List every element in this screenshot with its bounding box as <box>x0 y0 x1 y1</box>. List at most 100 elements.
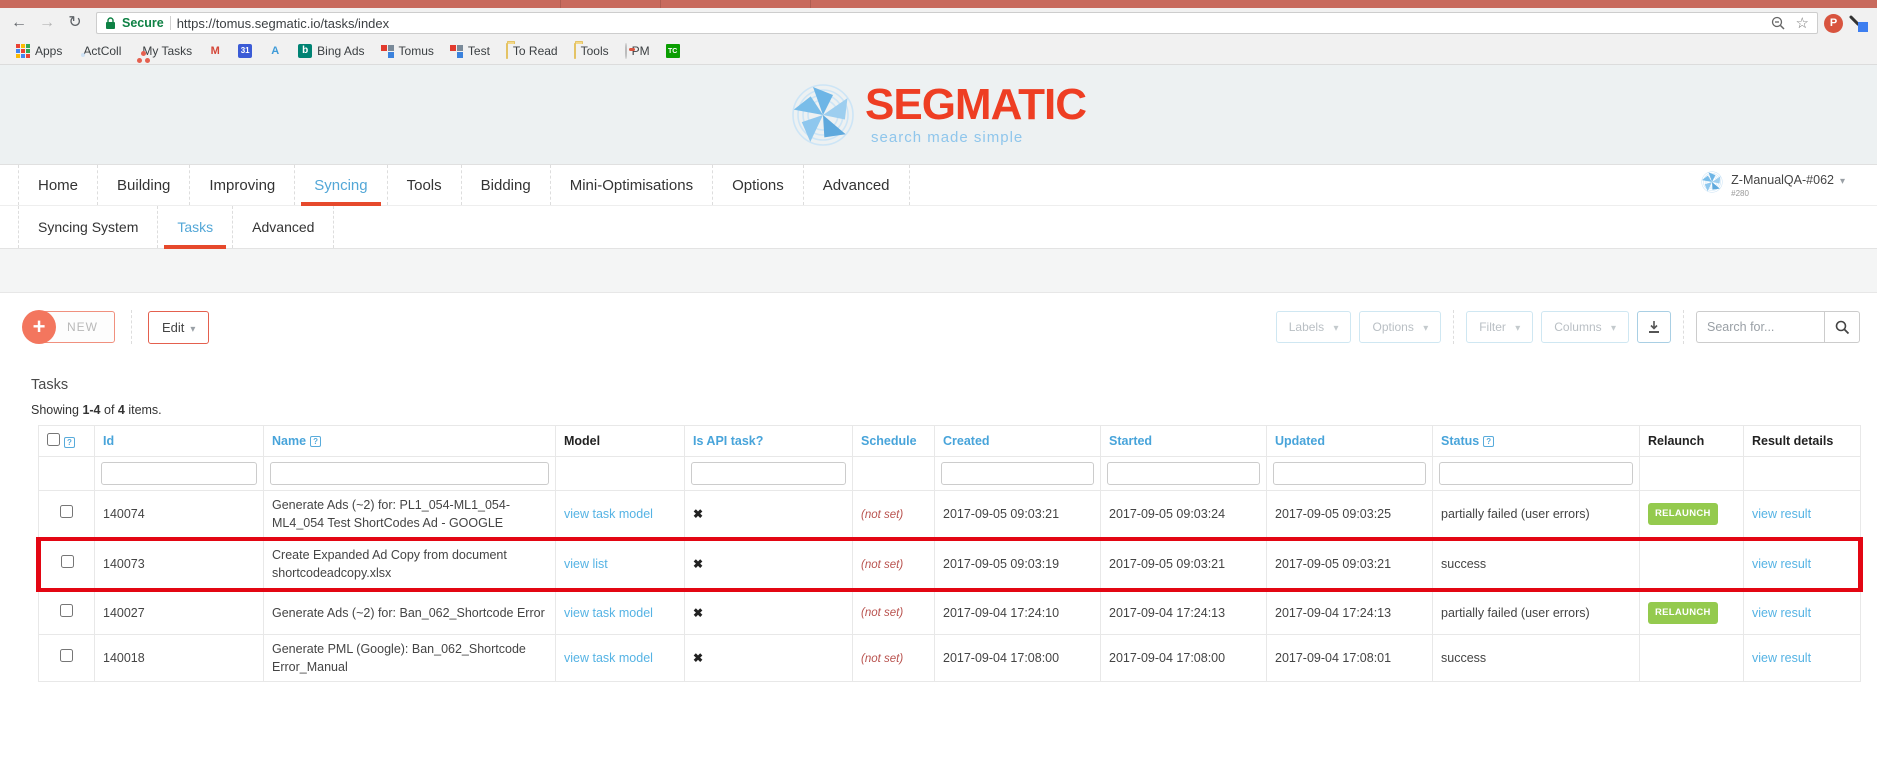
model-link[interactable]: view list <box>564 557 608 572</box>
filter-cell-created <box>934 456 1101 491</box>
browser-forward-button[interactable]: → <box>39 14 55 31</box>
table-row: 140018 Generate PML (Google): Ban_062_Sh… <box>38 633 1861 683</box>
view-result-link[interactable]: view result <box>1752 651 1812 666</box>
relaunch-button[interactable]: RELAUNCH <box>1648 601 1718 624</box>
bookmark-label: PM <box>631 44 650 58</box>
filter-dropdown-button[interactable]: Filter ▾ <box>1466 311 1534 343</box>
bookmark-tomus[interactable]: Tomus <box>375 42 440 60</box>
column-label-relaunch: Relaunch <box>1648 434 1705 448</box>
subnav-tab-advanced[interactable]: Advanced <box>233 206 335 248</box>
search-button[interactable] <box>1824 311 1860 343</box>
nav-tab-bidding[interactable]: Bidding <box>462 165 551 205</box>
column-label-name[interactable]: Name <box>272 434 307 448</box>
filter-input-started[interactable] <box>1107 462 1260 485</box>
user-menu[interactable]: Z-ManualQA-#062 ▾ #280 <box>1701 171 1845 198</box>
bookmark-actcoll[interactable]: ActColl <box>72 42 127 60</box>
column-label-started[interactable]: Started <box>1109 434 1153 448</box>
eyedropper-extension-icon[interactable] <box>1849 13 1869 33</box>
bookmark-star-icon[interactable]: ☆ <box>1795 14 1809 32</box>
new-button[interactable]: NEW + <box>22 310 115 344</box>
nav-tab-advanced[interactable]: Advanced <box>804 165 910 205</box>
view-result-link[interactable]: view result <box>1752 507 1812 522</box>
model-link[interactable]: view task model <box>564 651 653 666</box>
cross-icon: ✖ <box>693 506 704 521</box>
nav-tab-building[interactable]: Building <box>98 165 191 205</box>
column-label-updated[interactable]: Updated <box>1275 434 1325 448</box>
download-button[interactable] <box>1637 311 1671 343</box>
url-bar[interactable]: Secure https://tomus.segmatic.io/tasks/i… <box>96 12 1818 34</box>
filter-input-updated[interactable] <box>1273 462 1426 485</box>
bookmark-apps[interactable]: Apps <box>10 42 68 60</box>
filter-input-status[interactable] <box>1439 462 1633 485</box>
filter-input-id[interactable] <box>101 462 257 485</box>
row-checkbox[interactable] <box>60 603 73 617</box>
zoom-icon[interactable] <box>1771 16 1786 31</box>
toolbar-divider <box>131 310 132 344</box>
filter-cell-updated <box>1266 456 1433 491</box>
select-all-checkbox[interactable] <box>47 433 60 446</box>
filter-cell-is_api <box>684 456 853 491</box>
bookmark-test[interactable]: Test <box>444 42 496 60</box>
bookmark-pm[interactable]: PM <box>619 42 656 60</box>
column-header-started: Started <box>1100 425 1267 457</box>
subnav-tab-tasks[interactable]: Tasks <box>158 206 234 249</box>
bookmark-tc[interactable]: TC <box>660 42 686 60</box>
column-header-name: Name? <box>263 425 556 457</box>
model-link[interactable]: view task model <box>564 507 653 522</box>
bookmark-my-tasks[interactable]: My Tasks <box>131 42 198 63</box>
bookmark-tools[interactable]: Tools <box>568 42 615 60</box>
section-divider-band <box>0 249 1877 293</box>
bookmark-analytics[interactable]: A <box>262 42 288 60</box>
bookmark-calendar[interactable]: 31 <box>232 42 258 60</box>
nav-tab-mini-optimisations[interactable]: Mini-Optimisations <box>551 165 714 205</box>
help-icon[interactable]: ? <box>64 437 75 448</box>
toolbar-divider <box>1683 310 1684 344</box>
bookmark-to-read[interactable]: To Read <box>500 42 564 60</box>
column-label-is_api[interactable]: Is API task? <box>693 434 764 448</box>
cross-icon: ✖ <box>693 605 704 620</box>
column-header-is_api: Is API task? <box>684 425 853 457</box>
column-label-created[interactable]: Created <box>943 434 990 448</box>
nav-tab-improving[interactable]: Improving <box>190 165 296 205</box>
labels-dropdown-button[interactable]: Labels ▾ <box>1275 311 1352 343</box>
bookmark-gmail[interactable]: M <box>202 42 228 60</box>
nav-tab-syncing[interactable]: Syncing <box>295 165 388 206</box>
filter-input-created[interactable] <box>941 462 1094 485</box>
column-label-id[interactable]: Id <box>103 434 115 448</box>
nav-tab-options[interactable]: Options <box>713 165 804 205</box>
segmatic-logo[interactable]: SEGMATIC search made simple <box>791 83 1087 147</box>
cell-started: 2017-09-04 17:08:00 <box>1100 633 1267 683</box>
help-icon[interactable]: ? <box>1483 436 1495 447</box>
toolbar-divider <box>1453 310 1455 344</box>
browser-reload-button[interactable]: ↻ <box>68 14 82 31</box>
row-checkbox[interactable] <box>61 555 74 569</box>
model-link[interactable]: view task model <box>564 605 653 620</box>
cell-started: 2017-09-05 09:03:24 <box>1100 490 1267 540</box>
column-label-status[interactable]: Status <box>1441 434 1480 448</box>
cell-created: 2017-09-05 09:03:19 <box>934 537 1101 592</box>
omnibox-divider <box>169 16 171 30</box>
row-checkbox[interactable] <box>60 505 73 519</box>
view-result-link[interactable]: view result <box>1752 557 1812 572</box>
help-icon[interactable]: ? <box>310 436 322 447</box>
filter-input-name[interactable] <box>270 462 549 485</box>
options-dropdown-button[interactable]: Options ▾ <box>1359 311 1442 343</box>
browser-chrome: ← → ↻ Secure https://tomus.segmatic.io/t… <box>0 0 1877 65</box>
nav-tab-home[interactable]: Home <box>18 165 99 205</box>
row-checkbox[interactable] <box>60 649 73 663</box>
column-label-schedule[interactable]: Schedule <box>861 434 917 448</box>
bookmark-bing-ads[interactable]: b Bing Ads <box>292 42 370 60</box>
nav-tab-tools[interactable]: Tools <box>388 165 462 205</box>
view-result-link[interactable]: view result <box>1752 605 1812 620</box>
filter-cell-model <box>555 456 685 491</box>
edit-dropdown-button[interactable]: Edit ▾ <box>148 310 210 344</box>
extension-p-icon[interactable]: P <box>1824 13 1843 33</box>
columns-dropdown-button[interactable]: Columns ▾ <box>1541 311 1629 343</box>
search-input[interactable] <box>1696 311 1824 343</box>
filter-input-is_api[interactable] <box>691 462 846 485</box>
items-summary: Showing 1-4 of 4 items. <box>31 403 162 417</box>
subnav-tab-syncing-system[interactable]: Syncing System <box>18 206 159 248</box>
relaunch-button[interactable]: RELAUNCH <box>1648 503 1718 525</box>
cell-status: partially failed (user errors) <box>1432 589 1640 635</box>
browser-back-button[interactable]: ← <box>11 14 27 31</box>
